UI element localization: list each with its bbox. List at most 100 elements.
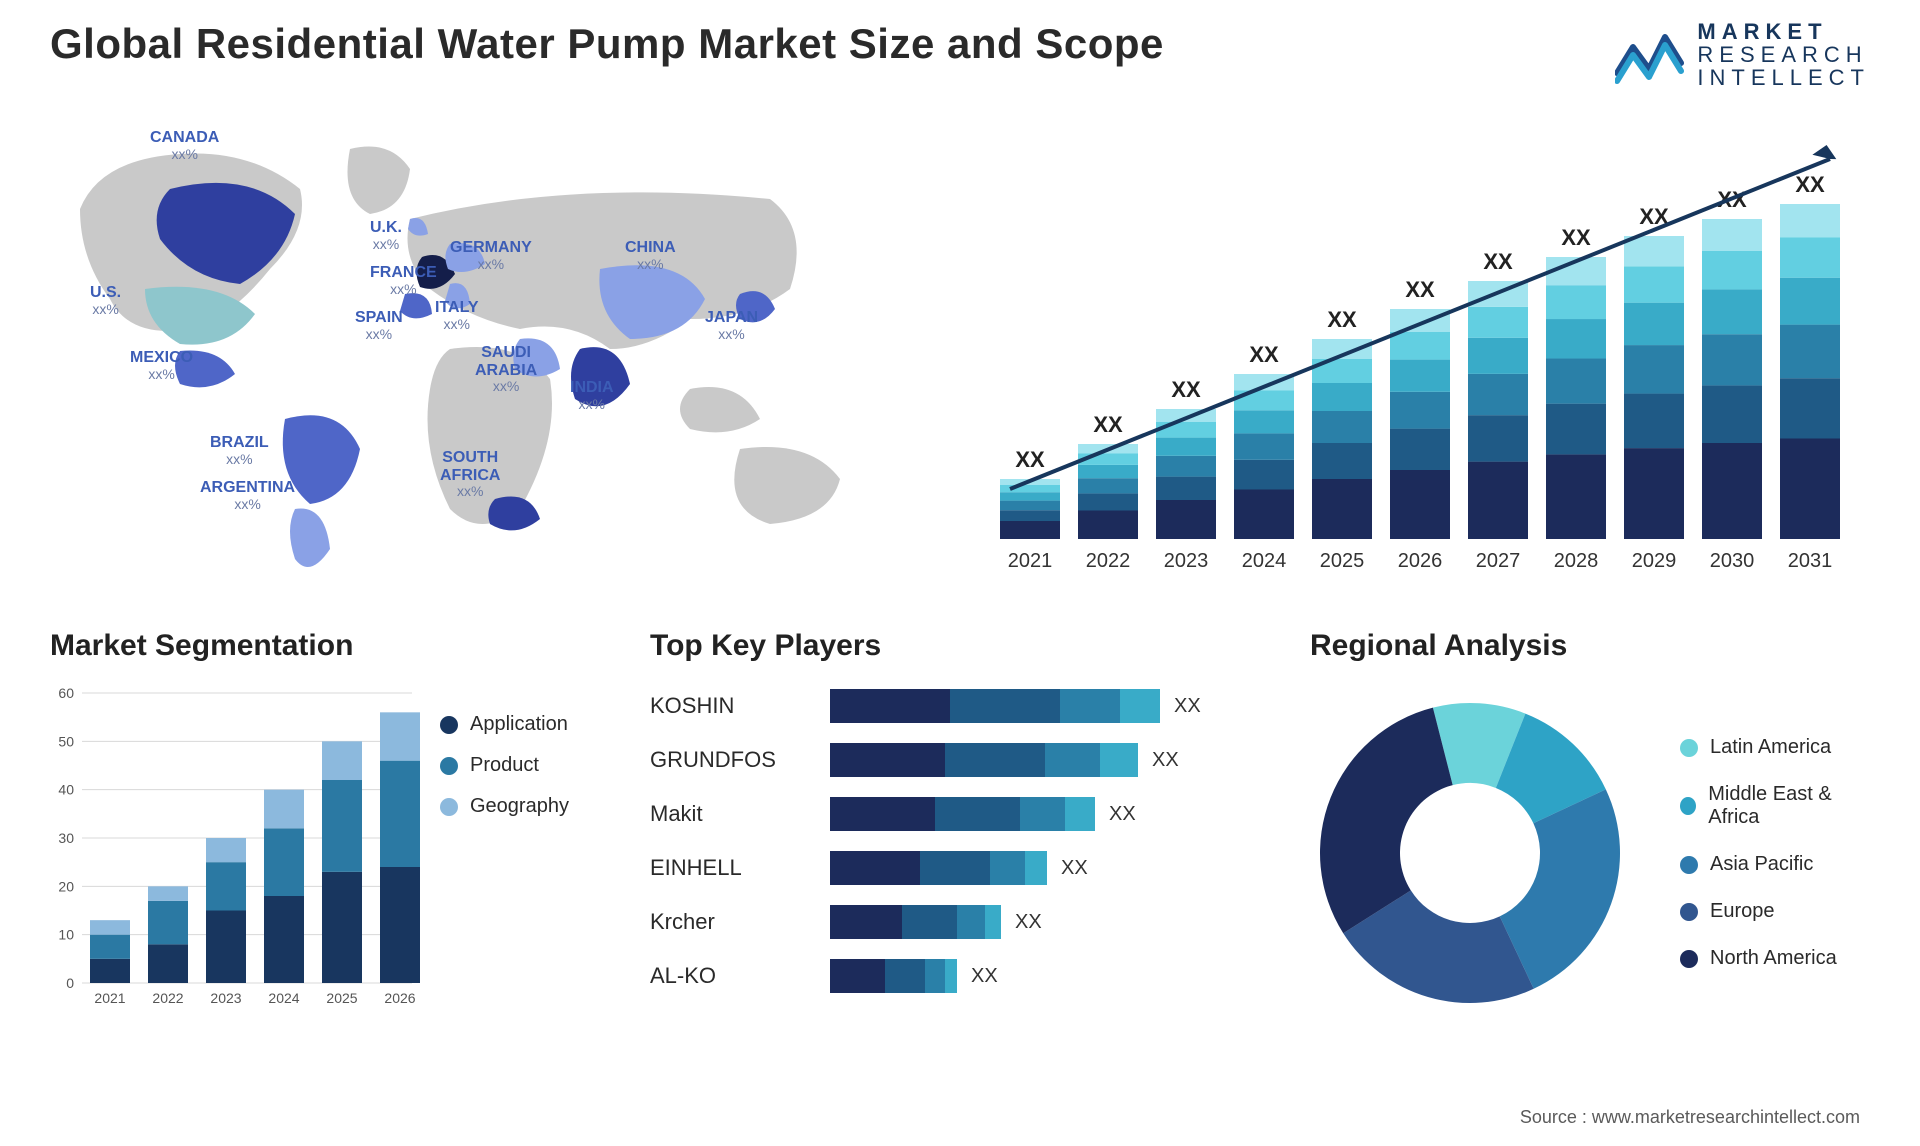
player-bar-segment: [920, 851, 990, 885]
segmentation-bar-chart: 0102030405060202120222023202420252026: [50, 683, 420, 1023]
bottom-row: Market Segmentation 01020304050602021202…: [50, 629, 1870, 1059]
svg-text:2024: 2024: [268, 990, 299, 1006]
player-bar: [830, 689, 1160, 723]
legend-dot-icon: [1680, 856, 1698, 874]
player-bar-segment: [830, 743, 945, 777]
player-bar-segment: [1045, 743, 1100, 777]
map-label-canada: CANADAxx%: [150, 129, 219, 162]
brand-logo: MARKET RESEARCH INTELLECT: [1615, 20, 1870, 89]
region-legend-latin-america: Latin America: [1680, 736, 1870, 759]
player-bar-row: XX: [830, 905, 1270, 939]
map-label-india: INDIAxx%: [570, 379, 614, 412]
players-bars-column: XXXXXXXXXXXX: [830, 683, 1270, 993]
player-name: AL-KO: [650, 959, 810, 993]
player-bar-segment: [830, 689, 950, 723]
logo-text: MARKET RESEARCH INTELLECT: [1697, 20, 1870, 89]
player-bar-segment: [1060, 689, 1120, 723]
player-name: Makit: [650, 797, 810, 831]
map-label-spain: SPAINxx%: [355, 309, 403, 342]
svg-text:2023: 2023: [1164, 550, 1209, 572]
player-bar-segment: [957, 905, 985, 939]
player-bar-segment: [950, 689, 1060, 723]
player-bar: [830, 905, 1001, 939]
growth-bar-chart: XX2021XX2022XX2023XX2024XX2025XX2026XX20…: [990, 119, 1870, 599]
svg-text:XX: XX: [1171, 377, 1201, 402]
logo-mark-icon: [1615, 25, 1685, 85]
regional-title: Regional Analysis: [1310, 629, 1870, 663]
svg-text:2022: 2022: [1086, 550, 1131, 572]
player-bar-row: XX: [830, 851, 1270, 885]
legend-label: Application: [470, 713, 568, 736]
segmentation-panel: Market Segmentation 01020304050602021202…: [50, 629, 610, 1059]
map-label-china: CHINAxx%: [625, 239, 676, 272]
player-bar-row: XX: [830, 689, 1270, 723]
map-label-u-s-: U.S.xx%: [90, 284, 121, 317]
map-label-brazil: BRAZILxx%: [210, 434, 269, 467]
map-label-france: FRANCExx%: [370, 264, 437, 297]
legend-label: North America: [1710, 947, 1837, 970]
player-bar-row: XX: [830, 797, 1270, 831]
player-bar-segment: [1100, 743, 1138, 777]
player-bar-segment: [945, 959, 957, 993]
region-legend-north-america: North America: [1680, 947, 1870, 970]
player-name: Krcher: [650, 905, 810, 939]
map-label-u-k-: U.K.xx%: [370, 219, 402, 252]
player-bar-segment: [1020, 797, 1065, 831]
player-value: XX: [971, 965, 998, 988]
svg-text:2024: 2024: [1242, 550, 1287, 572]
page-title: Global Residential Water Pump Market Siz…: [50, 20, 1164, 68]
seg-legend-product: Product: [440, 754, 569, 777]
svg-text:2028: 2028: [1554, 550, 1599, 572]
logo-line1: MARKET: [1697, 20, 1870, 43]
region-legend-middle-east-africa: Middle East & Africa: [1680, 783, 1870, 829]
svg-text:20: 20: [58, 879, 74, 895]
legend-label: Product: [470, 754, 539, 777]
legend-label: Asia Pacific: [1710, 853, 1813, 876]
player-bar-segment: [830, 959, 885, 993]
svg-text:XX: XX: [1405, 277, 1435, 302]
top-row: CANADAxx% U.S.xx% MEXICOxx% BRAZILxx% ARGENT…: [50, 119, 1870, 599]
legend-label: Europe: [1710, 900, 1775, 923]
svg-text:10: 10: [58, 927, 74, 943]
map-label-japan: JAPANxx%: [705, 309, 758, 342]
player-bar: [830, 959, 957, 993]
player-bar-segment: [830, 905, 902, 939]
seg-legend-geography: Geography: [440, 795, 569, 818]
player-bar-segment: [885, 959, 925, 993]
logo-line3: INTELLECT: [1697, 66, 1870, 89]
player-bar-segment: [990, 851, 1025, 885]
player-bar-segment: [830, 797, 935, 831]
player-bar: [830, 797, 1095, 831]
player-value: XX: [1109, 803, 1136, 826]
player-value: XX: [1174, 695, 1201, 718]
legend-dot-icon: [440, 798, 458, 816]
legend-dot-icon: [1680, 797, 1696, 815]
legend-label: Middle East & Africa: [1708, 783, 1870, 829]
region-legend-asia-pacific: Asia Pacific: [1680, 853, 1870, 876]
player-bar-segment: [1120, 689, 1160, 723]
player-name: GRUNDFOS: [650, 743, 810, 777]
legend-label: Geography: [470, 795, 569, 818]
player-bar-segment: [935, 797, 1020, 831]
svg-text:2021: 2021: [94, 990, 125, 1006]
map-label-south-africa: SOUTHAFRICAxx%: [440, 449, 500, 500]
legend-label: Latin America: [1710, 736, 1831, 759]
player-bar-segment: [1065, 797, 1095, 831]
map-label-saudi-arabia: SAUDIARABIAxx%: [475, 344, 537, 395]
svg-text:2026: 2026: [1398, 550, 1443, 572]
growth-chart-panel: XX2021XX2022XX2023XX2024XX2025XX2026XX20…: [990, 119, 1870, 599]
regional-body: Latin America Middle East & Africa Asia Pa…: [1310, 683, 1870, 1013]
map-label-italy: ITALYxx%: [435, 299, 479, 332]
player-bar: [830, 743, 1138, 777]
regional-legend: Latin America Middle East & Africa Asia Pa…: [1680, 736, 1870, 970]
svg-text:2030: 2030: [1710, 550, 1755, 572]
legend-dot-icon: [440, 757, 458, 775]
segmentation-body: 0102030405060202120222023202420252026 Ap…: [50, 683, 610, 1059]
logo-line2: RESEARCH: [1697, 43, 1870, 66]
svg-text:30: 30: [58, 830, 74, 846]
legend-dot-icon: [1680, 739, 1698, 757]
players-panel: Top Key Players KOSHINGRUNDFOSMakitEINHE…: [650, 629, 1270, 1059]
map-label-mexico: MEXICOxx%: [130, 349, 193, 382]
svg-text:2022: 2022: [152, 990, 183, 1006]
map-label-argentina: ARGENTINAxx%: [200, 479, 295, 512]
